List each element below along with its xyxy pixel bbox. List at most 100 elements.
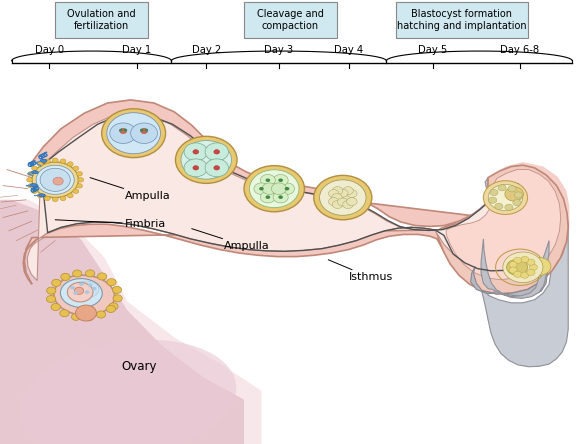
Polygon shape xyxy=(0,200,261,444)
Circle shape xyxy=(92,287,96,290)
Circle shape xyxy=(73,291,78,295)
Circle shape xyxy=(85,290,89,294)
Polygon shape xyxy=(471,266,547,297)
Text: Blastocyst formation
hatching and implantation: Blastocyst formation hatching and implan… xyxy=(397,9,527,31)
Ellipse shape xyxy=(38,194,45,197)
FancyBboxPatch shape xyxy=(55,2,149,38)
Circle shape xyxy=(96,311,106,318)
Text: Day 6-8: Day 6-8 xyxy=(500,44,540,55)
Circle shape xyxy=(343,201,353,209)
Text: Ampulla: Ampulla xyxy=(90,178,171,201)
Circle shape xyxy=(60,309,69,317)
Circle shape xyxy=(489,197,497,203)
Circle shape xyxy=(271,183,286,194)
Circle shape xyxy=(84,314,94,321)
Circle shape xyxy=(285,187,289,190)
Circle shape xyxy=(52,279,61,286)
Circle shape xyxy=(332,194,342,202)
Polygon shape xyxy=(27,113,552,281)
Circle shape xyxy=(52,197,58,202)
Ellipse shape xyxy=(19,340,236,444)
Circle shape xyxy=(113,295,122,302)
Circle shape xyxy=(527,259,535,265)
Circle shape xyxy=(260,174,275,186)
Circle shape xyxy=(328,198,339,206)
Circle shape xyxy=(175,136,237,183)
Circle shape xyxy=(279,183,295,194)
Circle shape xyxy=(120,128,127,134)
Circle shape xyxy=(328,190,339,198)
Text: Ovulation and
fertilization: Ovulation and fertilization xyxy=(67,9,136,31)
Circle shape xyxy=(53,177,63,185)
Circle shape xyxy=(60,159,66,163)
Circle shape xyxy=(98,273,107,280)
Circle shape xyxy=(110,123,137,143)
Circle shape xyxy=(73,166,79,170)
Circle shape xyxy=(77,171,83,176)
Circle shape xyxy=(205,159,228,177)
Circle shape xyxy=(249,170,299,208)
Circle shape xyxy=(505,204,513,210)
Circle shape xyxy=(102,109,166,158)
Circle shape xyxy=(67,162,73,166)
Ellipse shape xyxy=(30,184,37,186)
Circle shape xyxy=(107,113,160,154)
Circle shape xyxy=(44,159,50,163)
Circle shape xyxy=(112,286,121,293)
Circle shape xyxy=(124,129,127,131)
Circle shape xyxy=(278,195,283,199)
Circle shape xyxy=(513,199,521,206)
Circle shape xyxy=(528,258,551,275)
Circle shape xyxy=(273,191,288,203)
Circle shape xyxy=(78,178,84,182)
Circle shape xyxy=(60,196,66,201)
Circle shape xyxy=(31,189,37,194)
Text: Fimbria: Fimbria xyxy=(55,219,166,229)
Circle shape xyxy=(119,129,123,131)
Circle shape xyxy=(70,286,75,289)
Circle shape xyxy=(338,189,348,197)
Circle shape xyxy=(107,279,116,286)
Circle shape xyxy=(88,283,92,287)
Circle shape xyxy=(332,201,343,209)
Circle shape xyxy=(193,166,199,170)
Text: Ovary: Ovary xyxy=(121,360,157,373)
Circle shape xyxy=(61,274,70,281)
Circle shape xyxy=(244,166,304,212)
FancyBboxPatch shape xyxy=(244,2,337,38)
Circle shape xyxy=(27,178,33,182)
Circle shape xyxy=(28,171,34,176)
Circle shape xyxy=(40,168,70,191)
Circle shape xyxy=(37,194,43,198)
Circle shape xyxy=(260,191,275,203)
Text: Cleavage and
compaction: Cleavage and compaction xyxy=(257,9,324,31)
Circle shape xyxy=(71,313,81,321)
Circle shape xyxy=(314,175,372,220)
Circle shape xyxy=(509,262,517,268)
Circle shape xyxy=(347,198,357,206)
Ellipse shape xyxy=(31,171,38,174)
Circle shape xyxy=(338,198,348,206)
Circle shape xyxy=(79,282,84,286)
Circle shape xyxy=(514,271,522,278)
Polygon shape xyxy=(479,178,568,367)
Circle shape xyxy=(106,305,116,313)
Polygon shape xyxy=(488,162,569,227)
Circle shape xyxy=(498,185,506,191)
Circle shape xyxy=(332,186,343,194)
Circle shape xyxy=(74,287,84,294)
Ellipse shape xyxy=(60,278,102,308)
Circle shape xyxy=(51,303,60,310)
Circle shape xyxy=(46,296,56,303)
Circle shape xyxy=(347,190,357,198)
Circle shape xyxy=(109,303,118,310)
Circle shape xyxy=(503,252,543,282)
Circle shape xyxy=(44,196,50,201)
Circle shape xyxy=(184,143,207,161)
Polygon shape xyxy=(446,170,561,280)
Circle shape xyxy=(509,267,517,273)
Circle shape xyxy=(36,165,74,194)
Ellipse shape xyxy=(54,275,114,315)
Circle shape xyxy=(52,158,58,163)
Circle shape xyxy=(73,270,82,277)
